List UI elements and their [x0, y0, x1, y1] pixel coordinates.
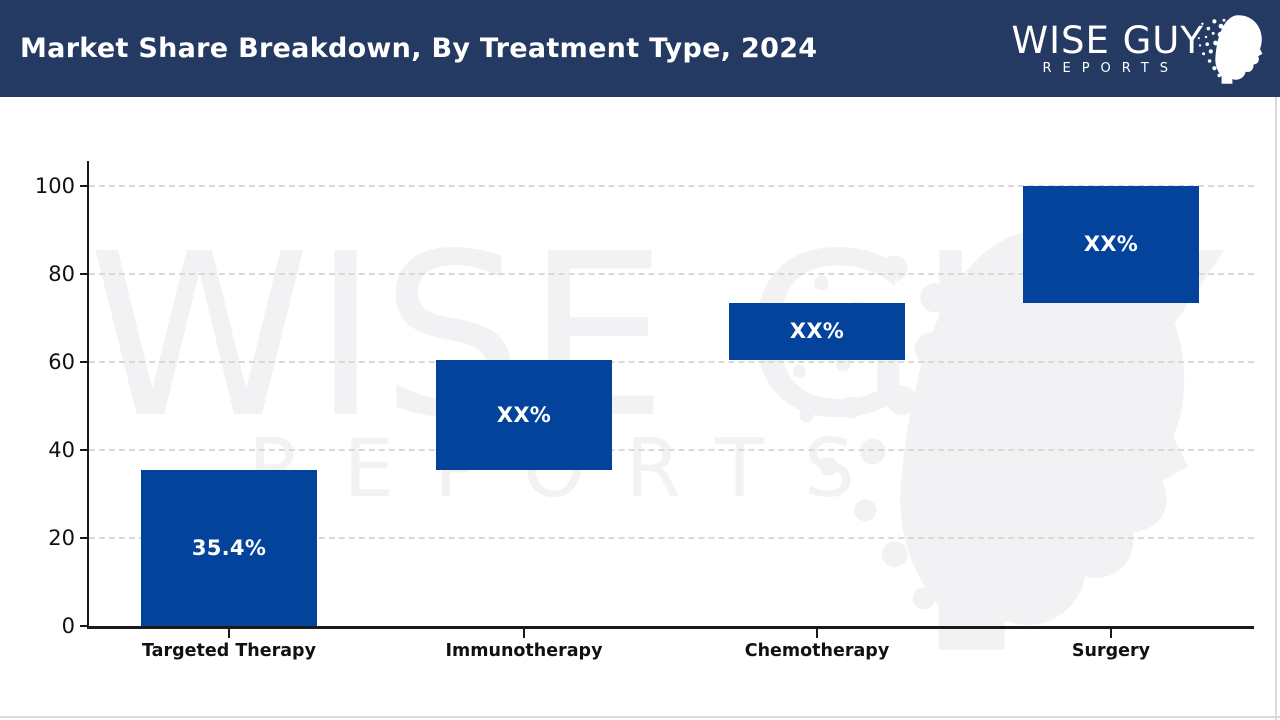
- x-category-label-targeted-therapy: Targeted Therapy: [141, 641, 316, 661]
- logo-wordmark: WISE GUY REPORTS: [1012, 22, 1204, 75]
- x-category-label-immunotherapy: Immunotherapy: [445, 641, 603, 661]
- bar-immunotherapy: XX%: [436, 359, 612, 471]
- page-title: Market Share Breakdown, By Treatment Typ…: [20, 33, 818, 64]
- logo-face-icon: [1196, 14, 1263, 84]
- logo-wordmark-main: WISE GUY: [1011, 19, 1204, 62]
- y-axis-line: [87, 161, 89, 629]
- y-axis-tick-label: 40: [48, 438, 75, 462]
- y-axis-tick: [80, 537, 89, 539]
- y-axis-tick: [80, 361, 89, 363]
- gridline-80: [89, 273, 1254, 275]
- gridline-60: [89, 361, 1254, 363]
- y-axis-tick-label: 0: [61, 614, 75, 638]
- bar-surgery: XX%: [1023, 186, 1199, 303]
- y-axis-tick: [80, 625, 89, 627]
- x-axis-tick: [523, 629, 525, 638]
- bottom-border: [0, 716, 1280, 718]
- x-axis-tick: [1110, 629, 1112, 638]
- y-axis-tick: [80, 449, 89, 451]
- x-axis-tick: [816, 629, 818, 638]
- bar-value-label: XX%: [496, 403, 552, 428]
- y-axis-tick-label: 80: [48, 262, 75, 286]
- waterfall-chart: WISE GUY REPORTS 02040608010035.4%Target…: [0, 97, 1280, 720]
- logo-wordmark-sub: REPORTS: [1042, 61, 1180, 76]
- x-category-label-chemotherapy: Chemotherapy: [744, 641, 890, 661]
- bar-chemotherapy: XX%: [729, 302, 905, 360]
- header: Market Share Breakdown, By Treatment Typ…: [0, 0, 1280, 97]
- y-axis-tick: [80, 273, 89, 275]
- gridline-20: [89, 537, 1254, 539]
- y-axis-tick: [80, 185, 89, 187]
- bar-value-label: XX%: [789, 319, 845, 344]
- y-axis-tick-label: 20: [48, 526, 75, 550]
- bar-targeted-therapy: 35.4%: [141, 470, 317, 626]
- right-border: [1275, 97, 1277, 720]
- x-category-label-surgery: Surgery: [1071, 641, 1151, 661]
- bar-value-label: 35.4%: [191, 536, 267, 561]
- y-axis-tick-label: 100: [34, 174, 75, 198]
- y-axis-tick-label: 60: [48, 350, 75, 374]
- x-axis-line: [87, 626, 1254, 629]
- wiseguy-logo: WISE GUY REPORTS: [1012, 4, 1266, 94]
- gridline-100: [89, 185, 1254, 187]
- bar-value-label: XX%: [1083, 232, 1139, 257]
- x-axis-tick: [228, 629, 230, 638]
- gridline-40: [89, 449, 1254, 451]
